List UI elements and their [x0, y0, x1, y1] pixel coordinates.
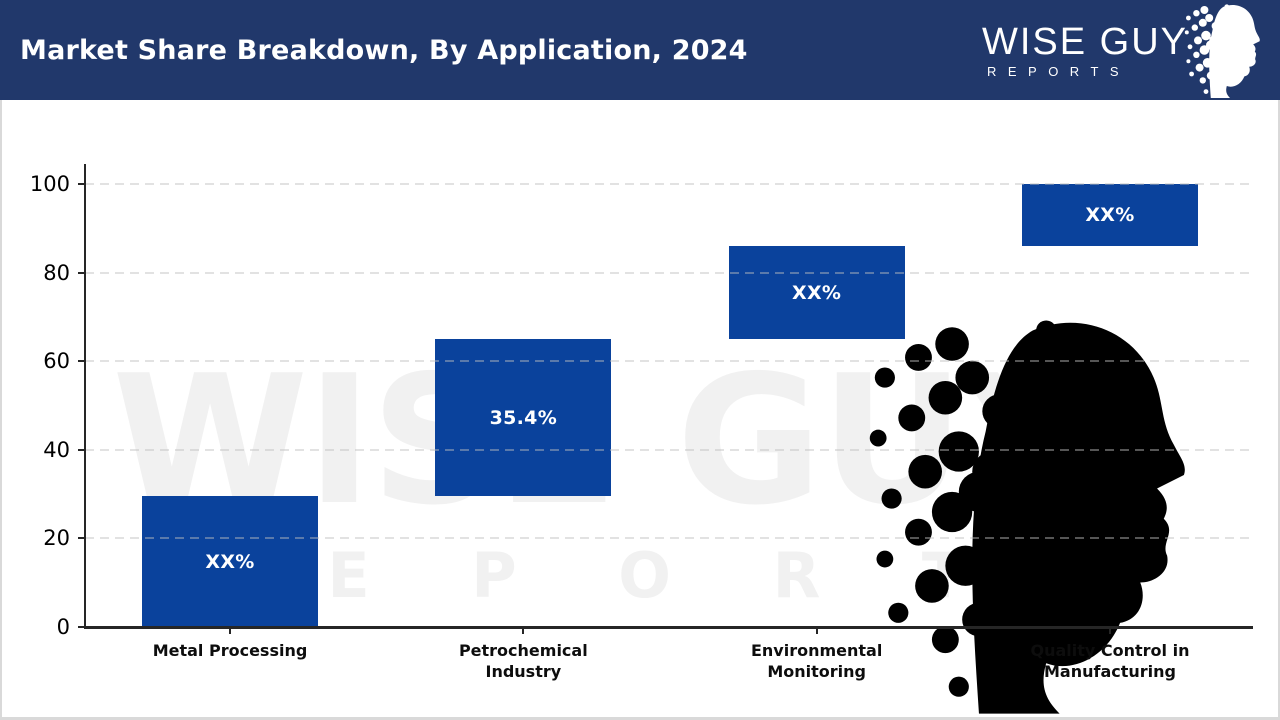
bar-value-label: 35.4% — [489, 406, 558, 429]
y-axis-tick — [78, 626, 85, 628]
y-axis-tick — [78, 360, 85, 363]
bar-3: XX% — [1021, 184, 1198, 247]
y-axis-line — [84, 164, 86, 629]
x-axis-tick — [1108, 627, 1111, 634]
logo-wordmark-line2: REPORTS — [986, 63, 1131, 79]
x-axis-category-label: Petrochemical Industry — [458, 641, 588, 681]
y-axis-tick-label: 60 — [43, 349, 70, 374]
gridline-100 — [85, 183, 1253, 185]
logo-wordmark: WISE GUY REPORTS — [982, 23, 1188, 78]
bar-value-label: XX% — [205, 550, 255, 573]
y-axis-tick-label: 40 — [43, 437, 70, 462]
bar-value-label: XX% — [792, 281, 842, 304]
bar-0: XX% — [142, 496, 318, 627]
y-axis-tick-label: 20 — [43, 526, 70, 551]
gridline-80 — [85, 271, 1253, 274]
x-axis-tick — [815, 627, 818, 634]
y-axis-tick-label: 100 — [29, 172, 70, 196]
bar-value-label: XX% — [1085, 204, 1135, 226]
x-axis-tick — [229, 627, 231, 634]
gridline-20 — [85, 537, 1253, 540]
x-axis-category-label: Quality Control in Manufacturing — [1030, 641, 1190, 681]
x-axis-line — [84, 626, 1253, 629]
x-axis-tick — [522, 627, 525, 634]
x-axis-category-label: Environmental Monitoring — [750, 641, 883, 681]
y-axis-tick-label: 0 — [56, 615, 70, 639]
wiseguy-face-icon — [1178, 2, 1266, 98]
y-axis-tick — [78, 183, 85, 185]
bar-1: 35.4% — [435, 339, 612, 497]
y-axis-tick — [78, 271, 85, 274]
page-title: Market Share Breakdown, By Application, … — [20, 34, 748, 66]
wiseguy-logo: WISE GUY REPORTS — [982, 2, 1280, 98]
gridline-40 — [85, 448, 1253, 451]
chart-area: WISE GUY R E P O R T S 020406080100XX%Me… — [0, 100, 1280, 720]
bar-2: XX% — [728, 246, 905, 340]
x-axis-category-label: Metal Processing — [152, 641, 308, 660]
y-axis-tick-label: 80 — [43, 260, 70, 285]
logo-wordmark-line1: WISE GUY — [981, 20, 1188, 63]
y-axis-tick — [78, 448, 85, 451]
gridline-60 — [85, 360, 1253, 363]
y-axis-tick — [78, 537, 85, 540]
header: Market Share Breakdown, By Application, … — [0, 0, 1280, 100]
